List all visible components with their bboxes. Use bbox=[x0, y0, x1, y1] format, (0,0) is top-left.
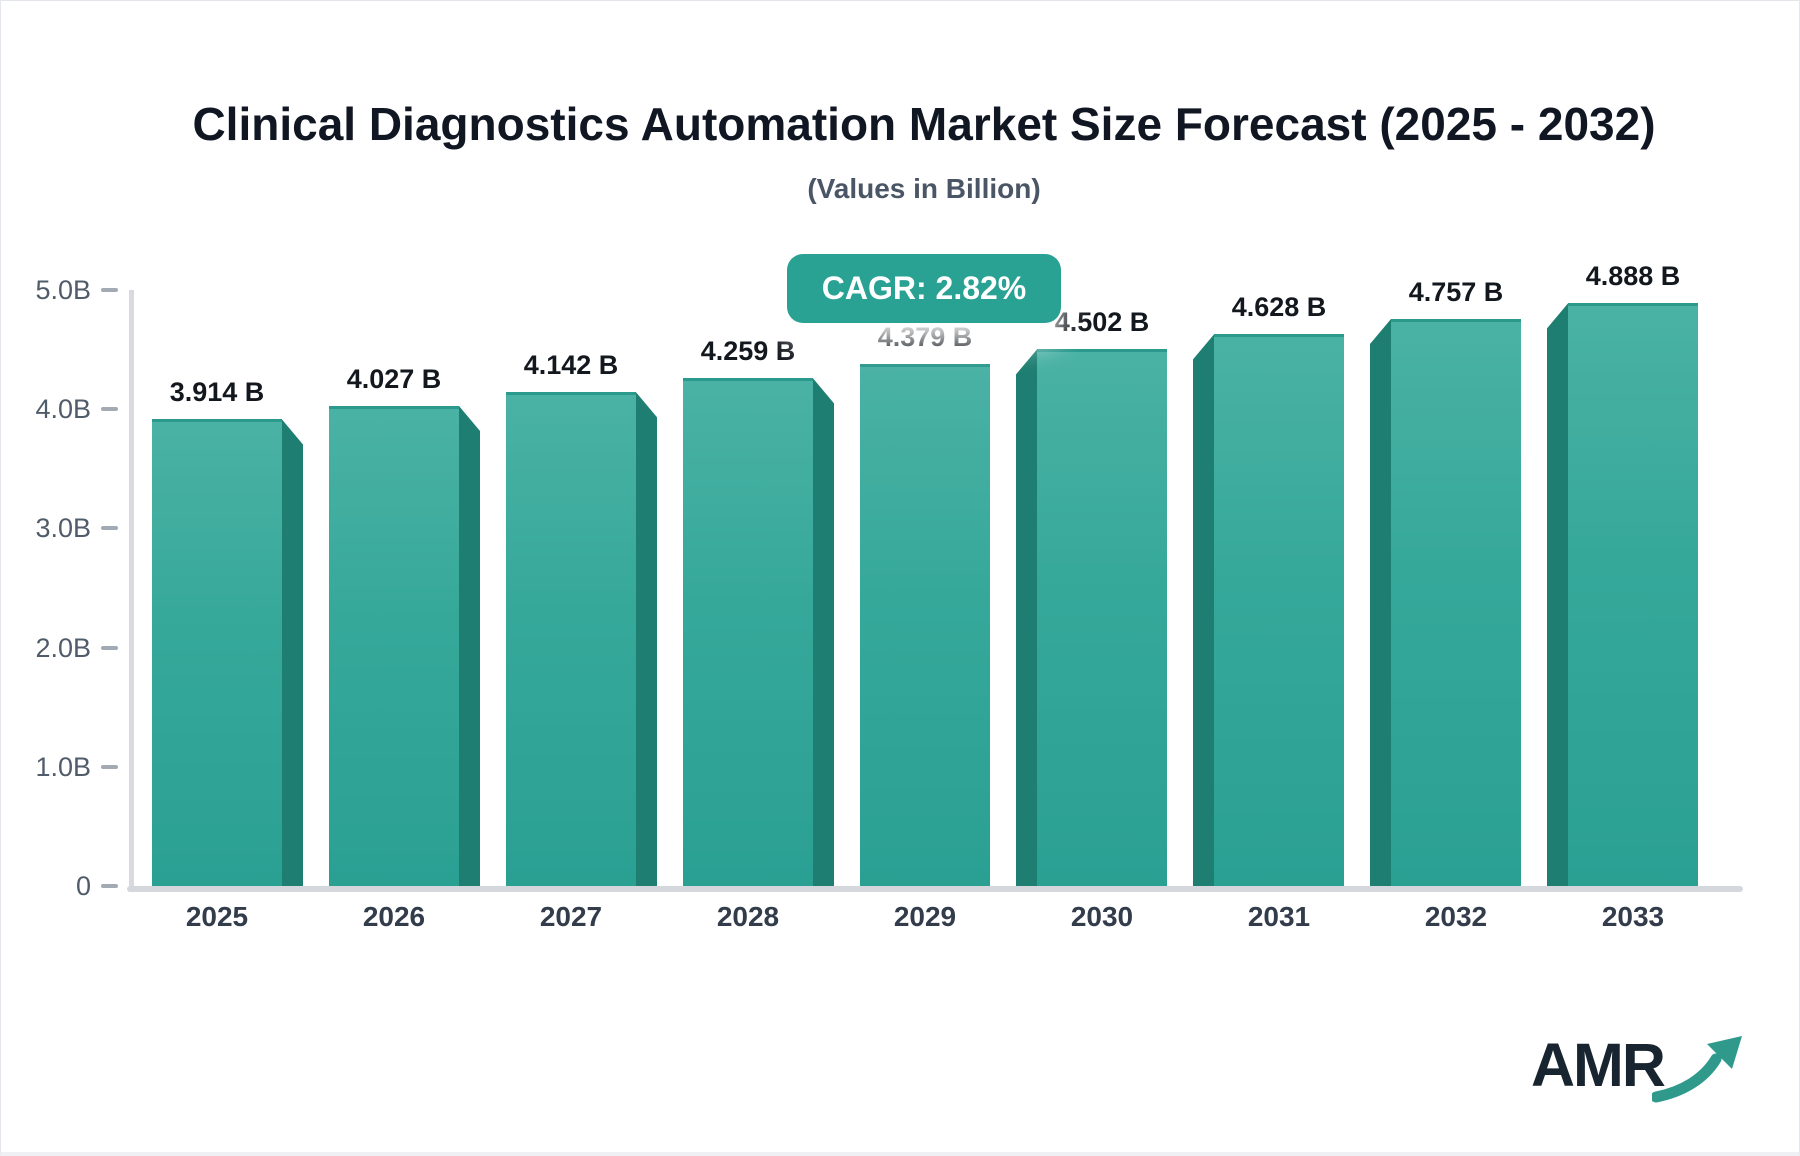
bar-value-label: 4.628 B bbox=[1231, 292, 1327, 323]
y-tick-label: 0 bbox=[75, 871, 91, 901]
x-tick-label: 2032 bbox=[1424, 901, 1488, 932]
y-tick-dash bbox=[101, 764, 118, 769]
bar-face bbox=[1214, 334, 1344, 886]
y-tick-dash bbox=[101, 288, 118, 292]
x-tick-label: 2031 bbox=[1247, 901, 1311, 932]
amr-logo-text: AMR bbox=[1531, 1031, 1666, 1099]
bar-value-label: 4.259 B bbox=[700, 336, 796, 367]
bar-value-label: 4.757 B bbox=[1408, 276, 1504, 307]
bar-value-label: 4.502 B bbox=[1054, 307, 1150, 338]
x-tick-label: 2029 bbox=[893, 901, 957, 932]
bar-face bbox=[1391, 318, 1521, 886]
bar-value-label: 4.142 B bbox=[523, 350, 619, 381]
bar-face bbox=[683, 378, 813, 886]
chart-header: Clinical Diagnostics Automation Market S… bbox=[47, 1, 1799, 205]
y-tick-label: 5.0B bbox=[35, 275, 91, 305]
bar-value-label: 4.379 B bbox=[877, 322, 973, 353]
y-tick-dash bbox=[101, 407, 118, 412]
x-tick-label: 2030 bbox=[1070, 901, 1134, 932]
y-tick-label: 2.0B bbox=[35, 632, 91, 663]
y-tick-label: 3.0B bbox=[35, 513, 91, 544]
bar-face bbox=[506, 392, 636, 886]
y-axis-line bbox=[129, 290, 134, 886]
growth-arrow-icon bbox=[1651, 1036, 1742, 1103]
y-tick-dash bbox=[101, 645, 118, 650]
x-tick-label: 2027 bbox=[539, 901, 603, 932]
x-tick-label: 2033 bbox=[1601, 901, 1665, 932]
bar-side bbox=[813, 378, 834, 886]
bar-face bbox=[152, 419, 282, 886]
chart-subtitle: (Values in Billion) bbox=[807, 173, 1041, 204]
y-tick-dash bbox=[101, 526, 118, 531]
bar-face bbox=[1568, 303, 1698, 886]
x-tick-label: 2028 bbox=[716, 901, 780, 932]
bar-face bbox=[860, 364, 990, 886]
bar-side bbox=[459, 405, 480, 886]
bar-value-label: 4.027 B bbox=[346, 363, 442, 394]
bar-face bbox=[329, 405, 459, 886]
amr-logo: AMR bbox=[1531, 1033, 1746, 1105]
x-axis-baseline bbox=[127, 886, 1743, 892]
bar-side bbox=[282, 419, 303, 886]
bar-side bbox=[636, 392, 657, 886]
y-tick-dash bbox=[101, 884, 118, 888]
bar-side bbox=[1193, 334, 1214, 886]
bar-side bbox=[1016, 349, 1037, 886]
x-tick-label: 2026 bbox=[362, 901, 426, 932]
cagr-badge: CAGR: 2.82% bbox=[787, 254, 1061, 323]
y-tick-label: 1.0B bbox=[35, 751, 91, 782]
y-tick-label: 4.0B bbox=[35, 394, 91, 425]
bar-value-label: 4.888 B bbox=[1585, 261, 1681, 292]
bar-side bbox=[1547, 303, 1568, 886]
bar-value-label: 3.914 B bbox=[169, 377, 265, 408]
bar-side bbox=[1370, 318, 1391, 886]
x-tick-label: 2025 bbox=[185, 901, 249, 932]
bar-face bbox=[1037, 349, 1167, 886]
chart-title: Clinical Diagnostics Automation Market S… bbox=[192, 98, 1656, 150]
